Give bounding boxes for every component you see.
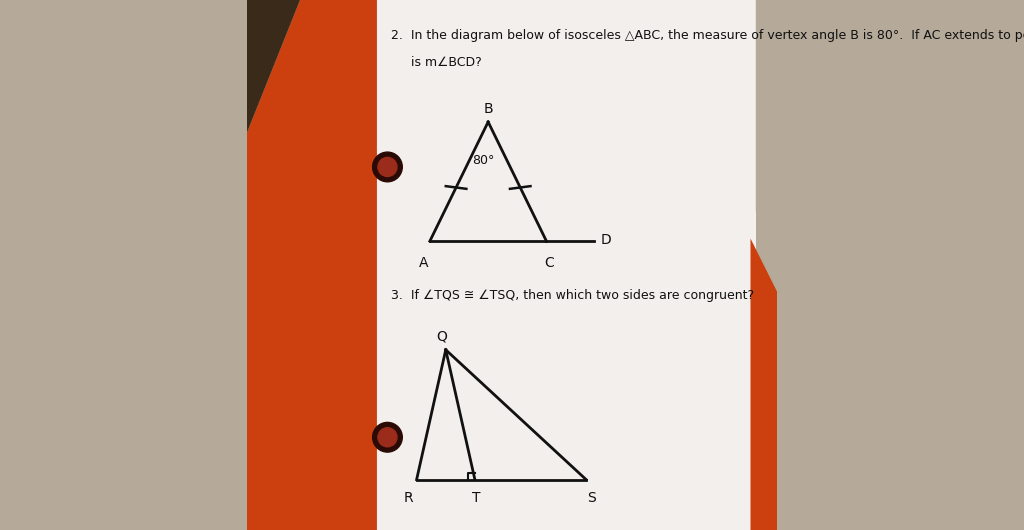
Text: D: D [600,233,611,246]
Text: S: S [587,491,596,505]
Polygon shape [729,0,777,212]
Polygon shape [247,0,300,132]
Text: C: C [544,256,554,270]
Text: R: R [403,491,414,505]
Text: 80°: 80° [472,154,495,167]
Text: is m∠BCD?: is m∠BCD? [391,56,482,69]
Circle shape [378,428,397,447]
Polygon shape [247,0,377,530]
Text: B: B [483,102,493,116]
Polygon shape [751,238,777,530]
Text: A: A [419,256,428,270]
Text: 3.  If ∠TQS ≅ ∠TSQ, then which two sides are congruent?: 3. If ∠TQS ≅ ∠TSQ, then which two sides … [391,289,755,302]
Text: Q: Q [436,330,446,343]
Circle shape [378,157,397,176]
Circle shape [373,152,402,182]
Text: 2.  In the diagram below of isosceles △ABC, the measure of vertex angle B is 80°: 2. In the diagram below of isosceles △AB… [391,29,1024,42]
FancyBboxPatch shape [377,0,756,530]
Circle shape [373,422,402,452]
Text: T: T [472,491,480,505]
